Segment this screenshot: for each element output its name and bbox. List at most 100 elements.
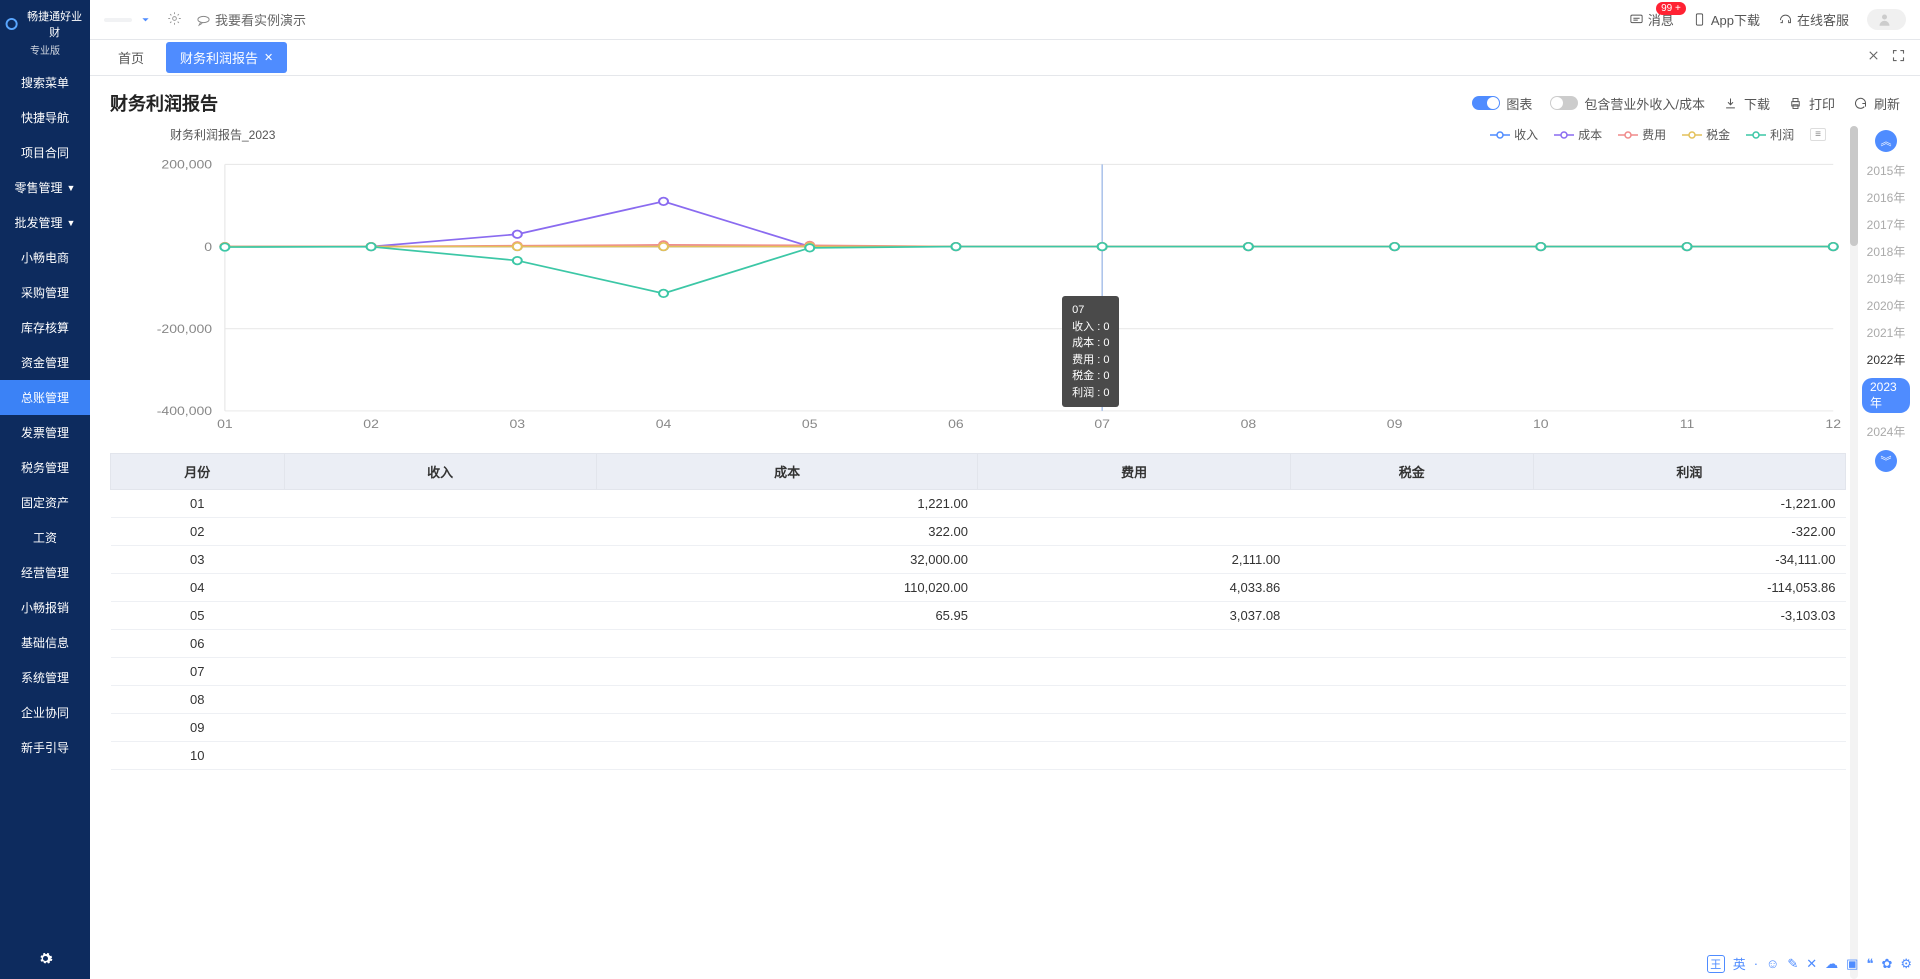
year-option[interactable]: 2016年 — [1867, 189, 1906, 206]
table-row: 0332,000.002,111.00-34,111.00 — [111, 546, 1846, 574]
sidebar-item-5[interactable]: 小畅电商 — [0, 240, 90, 275]
top-gear-icon[interactable] — [167, 11, 182, 29]
svg-text:12: 12 — [1825, 417, 1841, 431]
brand-edition: 专业版 — [4, 42, 86, 57]
table-row: 10 — [111, 742, 1846, 770]
sidebar-item-9[interactable]: 总账管理 — [0, 380, 90, 415]
svg-text:03: 03 — [509, 417, 525, 431]
sidebar-item-7[interactable]: 库存核算 — [0, 310, 90, 345]
year-down-icon[interactable]: ︾ — [1875, 450, 1897, 472]
year-option[interactable]: 2019年 — [1867, 270, 1906, 287]
sidebar-item-6[interactable]: 采购管理 — [0, 275, 90, 310]
year-option[interactable]: 2015年 — [1867, 162, 1906, 179]
download-button[interactable]: App下载 — [1692, 10, 1760, 29]
refresh-button[interactable]: 刷新 — [1853, 94, 1900, 113]
svg-text:200,000: 200,000 — [161, 158, 212, 172]
sidebar-item-14[interactable]: 经营管理 — [0, 555, 90, 590]
ime-tray-item[interactable]: ▣ — [1846, 956, 1858, 972]
year-option[interactable]: 2017年 — [1867, 216, 1906, 233]
tabs: 首页财务利润报告✕ — [90, 40, 1920, 76]
sidebar-item-19[interactable]: 新手引导 — [0, 730, 90, 765]
brand-logo: 畅捷通好业财 专业版 — [0, 0, 90, 65]
chart-area: 财务利润报告_2023 收入成本费用税金利润≡ -400,000-200,000… — [110, 126, 1846, 443]
nav: 搜索菜单快捷导航项目合同零售管理▼批发管理▼小畅电商采购管理库存核算资金管理总账… — [0, 65, 90, 765]
table-header: 成本 — [596, 454, 978, 490]
year-option[interactable]: 2021年 — [1867, 324, 1906, 341]
year-up-icon[interactable]: ︽ — [1875, 130, 1897, 152]
download-label: App下载 — [1711, 10, 1760, 29]
year-option[interactable]: 2020年 — [1867, 297, 1906, 314]
print-icon — [1788, 96, 1803, 111]
sidebar-item-13[interactable]: 工资 — [0, 520, 90, 555]
svg-text:11: 11 — [1680, 417, 1695, 431]
ime-tray-item[interactable]: ⚙ — [1900, 956, 1912, 972]
messages-badge: 99 + — [1656, 2, 1686, 15]
legend-more-icon[interactable]: ≡ — [1810, 128, 1826, 141]
sidebar-item-15[interactable]: 小畅报销 — [0, 590, 90, 625]
page-title: 财务利润报告 — [110, 90, 218, 116]
user-menu[interactable] — [1867, 9, 1906, 30]
table-row: 0565.953,037.08-3,103.03 — [111, 602, 1846, 630]
chart-tooltip: 07收入 : 0成本 : 0费用 : 0税金 : 0利润 : 0 — [1062, 296, 1119, 407]
sidebar-item-2[interactable]: 项目合同 — [0, 135, 90, 170]
ime-tray-item[interactable]: ☺ — [1766, 956, 1779, 971]
tab-close-all-icon[interactable] — [1866, 48, 1881, 68]
year-option[interactable]: 2018年 — [1867, 243, 1906, 260]
sidebar-item-8[interactable]: 资金管理 — [0, 345, 90, 380]
fullscreen-icon[interactable] — [1891, 48, 1906, 68]
brand-name: 畅捷通好业财 — [23, 8, 86, 40]
sidebar-item-3[interactable]: 零售管理▼ — [0, 170, 90, 205]
scrollbar[interactable] — [1850, 126, 1858, 979]
year-option[interactable]: 2023年 — [1862, 378, 1910, 413]
sidebar-item-11[interactable]: 税务管理 — [0, 450, 90, 485]
tab-close-icon[interactable]: ✕ — [264, 51, 273, 64]
settings-gear-icon[interactable] — [38, 941, 53, 979]
legend-item[interactable]: 费用 — [1618, 126, 1666, 143]
sidebar-item-0[interactable]: 搜索菜单 — [0, 65, 90, 100]
table-row: 011,221.00-1,221.00 — [111, 490, 1846, 518]
tab-0[interactable]: 首页 — [104, 42, 158, 73]
ime-tray-item[interactable]: · — [1754, 956, 1758, 971]
sidebar-item-10[interactable]: 发票管理 — [0, 415, 90, 450]
year-option[interactable]: 2022年 — [1867, 351, 1906, 368]
table-row: 07 — [111, 658, 1846, 686]
sidebar-item-18[interactable]: 企业协同 — [0, 695, 90, 730]
svg-text:10: 10 — [1533, 417, 1549, 431]
table-header: 月份 — [111, 454, 285, 490]
download-icon — [1723, 96, 1738, 111]
svg-text:-400,000: -400,000 — [157, 404, 212, 418]
ime-tray-item[interactable]: ✿ — [1881, 956, 1892, 972]
table-header: 利润 — [1533, 454, 1845, 490]
ime-tray-item[interactable]: ❝ — [1866, 956, 1873, 972]
sidebar-item-4[interactable]: 批发管理▼ — [0, 205, 90, 240]
toggle-include[interactable]: 包含营业外收入/成本 — [1550, 94, 1705, 113]
print-button[interactable]: 打印 — [1788, 94, 1835, 113]
legend-item[interactable]: 税金 — [1682, 126, 1730, 143]
avatar-icon — [1877, 12, 1892, 27]
topbar: 我要看实例演示 消息 99 + App下载 在线客服 — [90, 0, 1920, 40]
support-button[interactable]: 在线客服 — [1778, 10, 1849, 29]
sidebar-item-17[interactable]: 系统管理 — [0, 660, 90, 695]
sidebar-item-12[interactable]: 固定资产 — [0, 485, 90, 520]
table-row: 09 — [111, 714, 1846, 742]
sidebar-item-16[interactable]: 基础信息 — [0, 625, 90, 660]
ime-tray-item[interactable]: 英 — [1733, 954, 1746, 973]
ime-tray-item[interactable]: ✕ — [1806, 956, 1817, 972]
ime-tray-item[interactable]: 王 — [1707, 955, 1725, 973]
messages-button[interactable]: 消息 99 + — [1629, 10, 1674, 29]
ime-tray-item[interactable]: ☁ — [1825, 956, 1838, 972]
year-option[interactable]: 2024年 — [1867, 423, 1906, 440]
line-chart[interactable]: -400,000-200,0000200,0000102030405060708… — [110, 143, 1846, 443]
tab-1[interactable]: 财务利润报告✕ — [166, 42, 287, 73]
org-dropdown[interactable] — [104, 12, 153, 27]
sidebar-item-1[interactable]: 快捷导航 — [0, 100, 90, 135]
legend-item[interactable]: 成本 — [1554, 126, 1602, 143]
legend-item[interactable]: 收入 — [1490, 126, 1538, 143]
table-header: 费用 — [978, 454, 1290, 490]
toggle-chart[interactable]: 图表 — [1472, 94, 1532, 113]
demo-link[interactable]: 我要看实例演示 — [196, 10, 306, 29]
legend-item[interactable]: 利润 — [1746, 126, 1794, 143]
brand-icon — [4, 16, 19, 32]
ime-tray-item[interactable]: ✎ — [1787, 956, 1798, 972]
download-button[interactable]: 下载 — [1723, 94, 1770, 113]
